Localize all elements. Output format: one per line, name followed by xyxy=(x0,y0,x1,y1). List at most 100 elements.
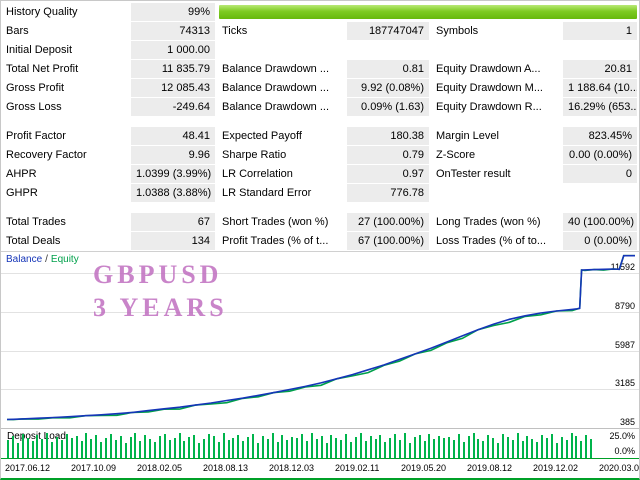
y-axis-label: 11592 xyxy=(610,261,635,272)
stat-value: 0 (0.00%) xyxy=(561,232,639,251)
deposit-load-bar xyxy=(65,434,68,458)
history-quality-progress-bar xyxy=(219,5,637,19)
balance-equity-curves xyxy=(6,254,635,421)
deposit-load-bar xyxy=(100,442,103,458)
x-axis: 2017.06.12 2017.10.09 2018.02.05 2018.08.13… xyxy=(1,459,639,478)
stat-label: Profit Factor xyxy=(1,127,129,146)
stat-value: 776.78 xyxy=(345,184,431,203)
gridline xyxy=(1,389,639,391)
deposit-load-bar xyxy=(134,433,137,458)
stat-label: Balance Drawdown ... xyxy=(217,98,345,117)
deposit-load-max-label: 25.0% xyxy=(609,431,635,441)
stat-value: 1.0399 (3.99%) xyxy=(129,165,217,184)
deposit-load-bar xyxy=(516,433,519,458)
table-gap xyxy=(1,203,639,213)
legend-separator: / xyxy=(45,254,48,265)
stat-label: Equity Drawdown R... xyxy=(431,98,561,117)
deposit-load-bar xyxy=(212,436,215,458)
stat-value: 134 xyxy=(129,232,217,251)
report-row-history-quality: History Quality 99% xyxy=(1,3,639,22)
deposit-load-bar xyxy=(506,437,509,458)
deposit-load-bar xyxy=(158,436,161,458)
stat-label: Loss Trades (% of to... xyxy=(431,232,561,251)
deposit-load-bar xyxy=(487,435,490,458)
deposit-load-min-label: 0.0% xyxy=(614,446,635,456)
deposit-load-bar xyxy=(315,439,318,458)
deposit-load-bar xyxy=(291,437,294,458)
deposit-load-bar xyxy=(369,436,372,458)
deposit-load-bar xyxy=(16,443,19,458)
stat-value: 67 (100.00%) xyxy=(345,232,431,251)
deposit-load-bar xyxy=(550,434,553,458)
deposit-load-bar xyxy=(399,440,401,458)
deposit-load-bar xyxy=(60,440,63,458)
report-row: Bars 74313 Ticks 187747047 Symbols 1 xyxy=(1,22,639,41)
deposit-load-bar xyxy=(565,440,568,458)
deposit-load-bar xyxy=(570,433,573,458)
deposit-load-bar xyxy=(119,436,122,458)
deposit-load-bar xyxy=(364,441,367,458)
deposit-load-bar xyxy=(467,436,470,458)
series-balance xyxy=(6,254,635,421)
chart-legend: Balance / Equity xyxy=(6,254,82,265)
deposit-load-bar xyxy=(433,439,436,458)
deposit-load-bar xyxy=(418,435,421,458)
deposit-load-bar xyxy=(207,434,210,458)
gridline xyxy=(1,350,639,352)
deposit-load-bar xyxy=(281,435,284,458)
deposit-load-bar xyxy=(335,438,338,458)
chart-panel: Balance / Equity GBPUSD 3 YEARS 11592 8790 5… xyxy=(1,251,639,478)
deposit-load-bar xyxy=(75,436,78,458)
stat-label: Z-Score xyxy=(431,146,561,165)
deposit-load-bar xyxy=(109,434,112,458)
deposit-load-bar xyxy=(325,443,328,458)
deposit-load-bar xyxy=(80,441,83,458)
stat-label: Profit Trades (% of t... xyxy=(217,232,345,251)
stat-value: 1.0388 (3.88%) xyxy=(129,184,217,203)
deposit-load-bar xyxy=(359,433,362,458)
deposit-load-bar xyxy=(286,440,289,458)
deposit-load-bar xyxy=(26,438,29,458)
deposit-load-bar xyxy=(163,434,166,458)
deposit-load-bar xyxy=(389,438,392,458)
stat-label: Balance Drawdown ... xyxy=(217,79,345,98)
deposit-load-bar xyxy=(310,433,313,458)
deposit-load-bar xyxy=(350,442,352,458)
stat-label: Sharpe Ratio xyxy=(217,146,345,165)
legend-equity: Equity xyxy=(50,254,79,265)
deposit-load-bar xyxy=(31,441,34,458)
stat-value: -249.64 xyxy=(129,98,217,117)
stat-label xyxy=(431,41,561,60)
y-axis-label: 3185 xyxy=(614,378,635,389)
stat-label: History Quality xyxy=(1,3,129,22)
deposit-load-bar xyxy=(423,441,426,458)
stat-label: Balance Drawdown ... xyxy=(217,60,345,79)
deposit-load-bar xyxy=(183,441,186,458)
stat-label: Recovery Factor xyxy=(1,146,129,165)
deposit-load-bar xyxy=(320,436,323,458)
deposit-load-bar xyxy=(305,441,308,458)
deposit-load-bar xyxy=(340,440,343,458)
legend-balance: Balance xyxy=(6,254,43,265)
report-row: Gross Loss -249.64 Balance Drawdown ... 0.0… xyxy=(1,98,639,117)
stat-label: Bars xyxy=(1,22,129,41)
deposit-load-bar xyxy=(511,440,514,458)
deposit-load-bar xyxy=(168,440,171,458)
deposit-load-bar xyxy=(472,433,475,458)
stat-value: 1 xyxy=(561,22,639,41)
stat-value: 180.38 xyxy=(345,127,431,146)
x-axis-label: 2019.08.12 xyxy=(467,463,513,473)
stat-label: Equity Drawdown A... xyxy=(431,60,561,79)
stat-value: 16.29% (653... xyxy=(561,98,639,117)
deposit-load-bar xyxy=(462,442,465,458)
deposit-load-bar xyxy=(114,440,117,458)
deposit-load-bar xyxy=(585,435,588,458)
deposit-load-bar xyxy=(149,439,152,458)
deposit-load-bar xyxy=(546,438,548,458)
stat-label: Margin Level xyxy=(431,127,561,146)
deposit-load-baseline xyxy=(1,458,639,459)
stat-label: Short Trades (won %) xyxy=(217,213,345,232)
stat-value: 9.92 (0.08%) xyxy=(345,79,431,98)
deposit-load-bar xyxy=(448,437,450,458)
